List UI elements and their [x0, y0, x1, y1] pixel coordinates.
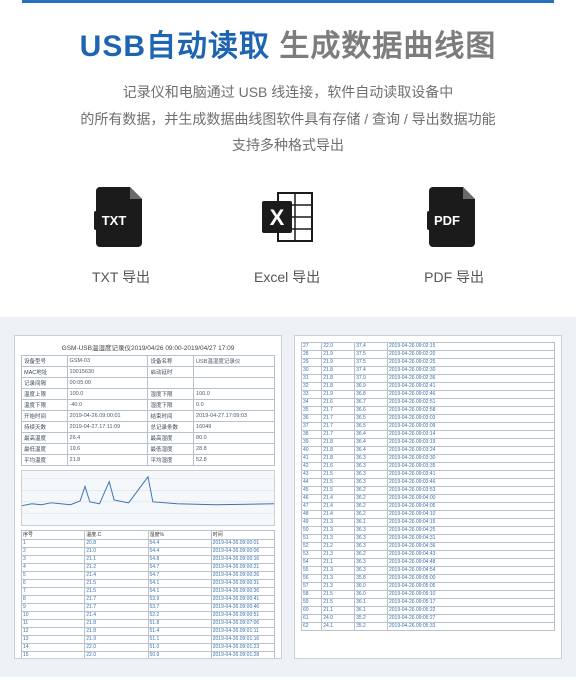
- desc-line: 支持多种格式导出: [42, 132, 534, 159]
- report-title: GSM-USB温湿度记录仪2019/04/26 09:00-2019/04/27…: [21, 342, 275, 352]
- format-pdf: PDF PDF 导出: [424, 187, 484, 287]
- pdf-icon: PDF: [427, 187, 481, 247]
- format-label: PDF 导出: [424, 267, 484, 287]
- description: 记录仪和电脑通过 USB 线连接，软件自动读取设备中 的所有数据，并生成数据曲线…: [42, 79, 534, 159]
- report-previews: GSM-USB温湿度记录仪2019/04/26 09:00-2019/04/27…: [0, 317, 576, 677]
- export-formats: TXT TXT 导出 X Excel 导出 PDF PDF 导出: [0, 169, 576, 317]
- page-title: USB自动读取 生成数据曲线图: [42, 21, 534, 65]
- svg-text:X: X: [270, 205, 285, 230]
- txt-icon: TXT: [94, 187, 148, 247]
- data-table-right: 2722.037.42019-04-26.09:02:152821.937.52…: [301, 342, 555, 631]
- data-table-left: 序号温度.C湿度%时间120.854.42019-04-26.09:00:012…: [21, 530, 275, 659]
- report-panel-left: GSM-USB温湿度记录仪2019/04/26 09:00-2019/04/27…: [14, 335, 282, 659]
- report-panel-right: 2722.037.42019-04-26.09:02:152821.937.52…: [294, 335, 562, 659]
- excel-icon: X: [260, 187, 314, 247]
- desc-line: 记录仪和电脑通过 USB 线连接，软件自动读取设备中: [42, 79, 534, 106]
- format-label: Excel 导出: [254, 267, 320, 287]
- hero: USB自动读取 生成数据曲线图 记录仪和电脑通过 USB 线连接，软件自动读取设…: [22, 0, 554, 169]
- svg-text:TXT: TXT: [102, 213, 127, 228]
- format-excel: X Excel 导出: [254, 187, 320, 287]
- format-label: TXT 导出: [92, 267, 150, 287]
- format-txt: TXT TXT 导出: [92, 187, 150, 287]
- device-info-table: 设备型号GSM-03设备名称USB温湿度记录仪MAC地址10015630启动延时…: [21, 355, 275, 466]
- desc-line: 的所有数据，并生成数据曲线图软件具有存储 / 查询 / 导出数据功能: [42, 106, 534, 133]
- title-secondary: 生成数据曲线图: [279, 30, 496, 63]
- title-primary: USB自动读取: [80, 30, 270, 63]
- svg-text:PDF: PDF: [434, 213, 460, 228]
- line-chart: [21, 470, 275, 526]
